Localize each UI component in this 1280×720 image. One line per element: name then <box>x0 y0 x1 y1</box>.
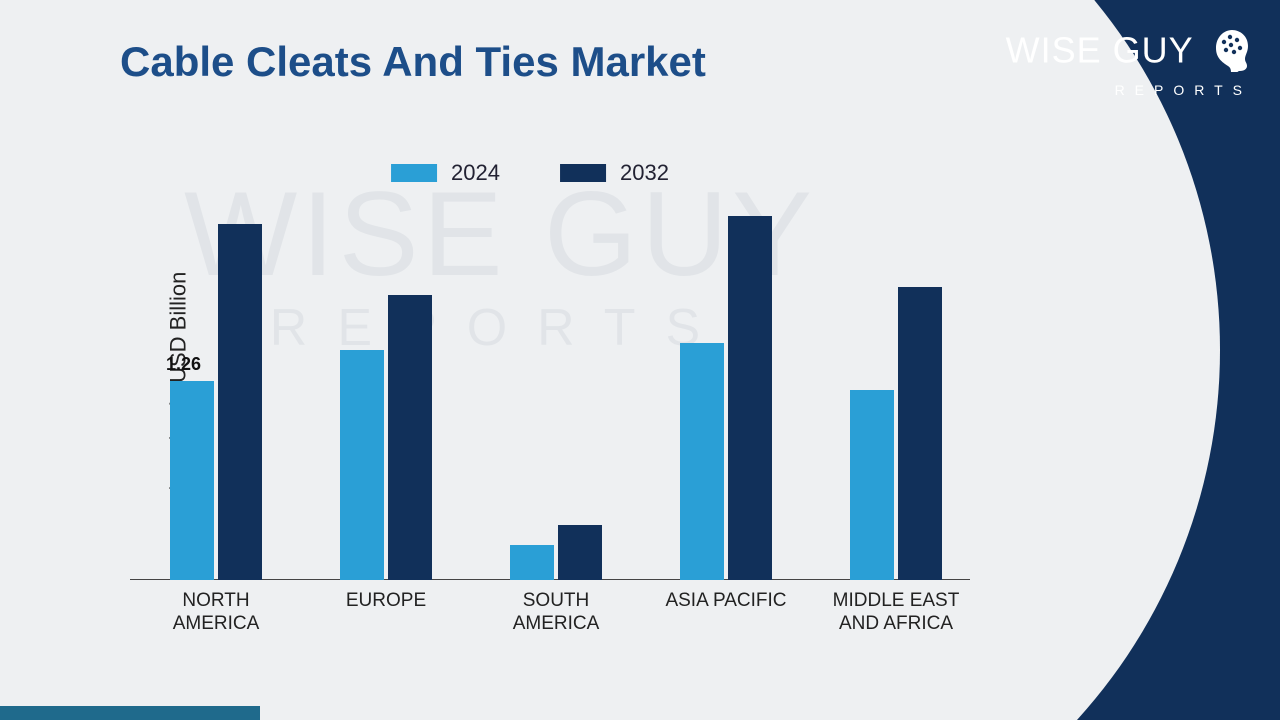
legend-label-2032: 2032 <box>620 160 669 186</box>
plot-area: 1.26 <box>130 200 970 580</box>
chart-legend: 2024 2032 <box>391 160 669 186</box>
content: Cable Cleats And Ties Market WISE GUY <box>0 0 1280 720</box>
legend-swatch-2032 <box>560 164 606 182</box>
x-axis-labels: NORTH AMERICA EUROPE SOUTH AMERICA ASIA PAC… <box>130 584 970 684</box>
bar-2024 <box>510 545 554 580</box>
bar-2024 <box>680 343 724 581</box>
category-label: EUROPE <box>311 590 461 613</box>
bar-2032 <box>388 295 432 580</box>
bar-2032 <box>898 287 942 580</box>
legend-item-2032: 2032 <box>560 160 669 186</box>
legend-item-2024: 2024 <box>391 160 500 186</box>
bar-chart: 2024 2032 Market Size in USD Billion 1.2… <box>80 150 980 690</box>
category-label: ASIA PACIFIC <box>651 590 801 613</box>
footer-accent-bar <box>0 706 260 720</box>
page-title: Cable Cleats And Ties Market <box>120 38 706 86</box>
category-label: MIDDLE EAST AND AFRICA <box>821 590 971 636</box>
category-label: NORTH AMERICA <box>141 590 291 636</box>
legend-label-2024: 2024 <box>451 160 500 186</box>
bar-2024 <box>170 381 214 581</box>
brand-logo: WISE GUY REPORTS <box>1006 28 1252 98</box>
bar-2032 <box>558 525 602 580</box>
bar-value-label: 1.26 <box>166 354 201 375</box>
page: Cable Cleats And Ties Market WISE GUY <box>0 0 1280 720</box>
legend-swatch-2024 <box>391 164 437 182</box>
category-label: SOUTH AMERICA <box>481 590 631 636</box>
brand-logo-main: WISE GUY <box>1006 30 1193 71</box>
bar-2024 <box>850 390 894 580</box>
bar-2032 <box>728 216 772 580</box>
bar-2032 <box>218 224 262 580</box>
bar-2024 <box>340 350 384 580</box>
brain-head-icon <box>1210 28 1252 78</box>
brand-logo-sub: REPORTS <box>1006 82 1252 98</box>
